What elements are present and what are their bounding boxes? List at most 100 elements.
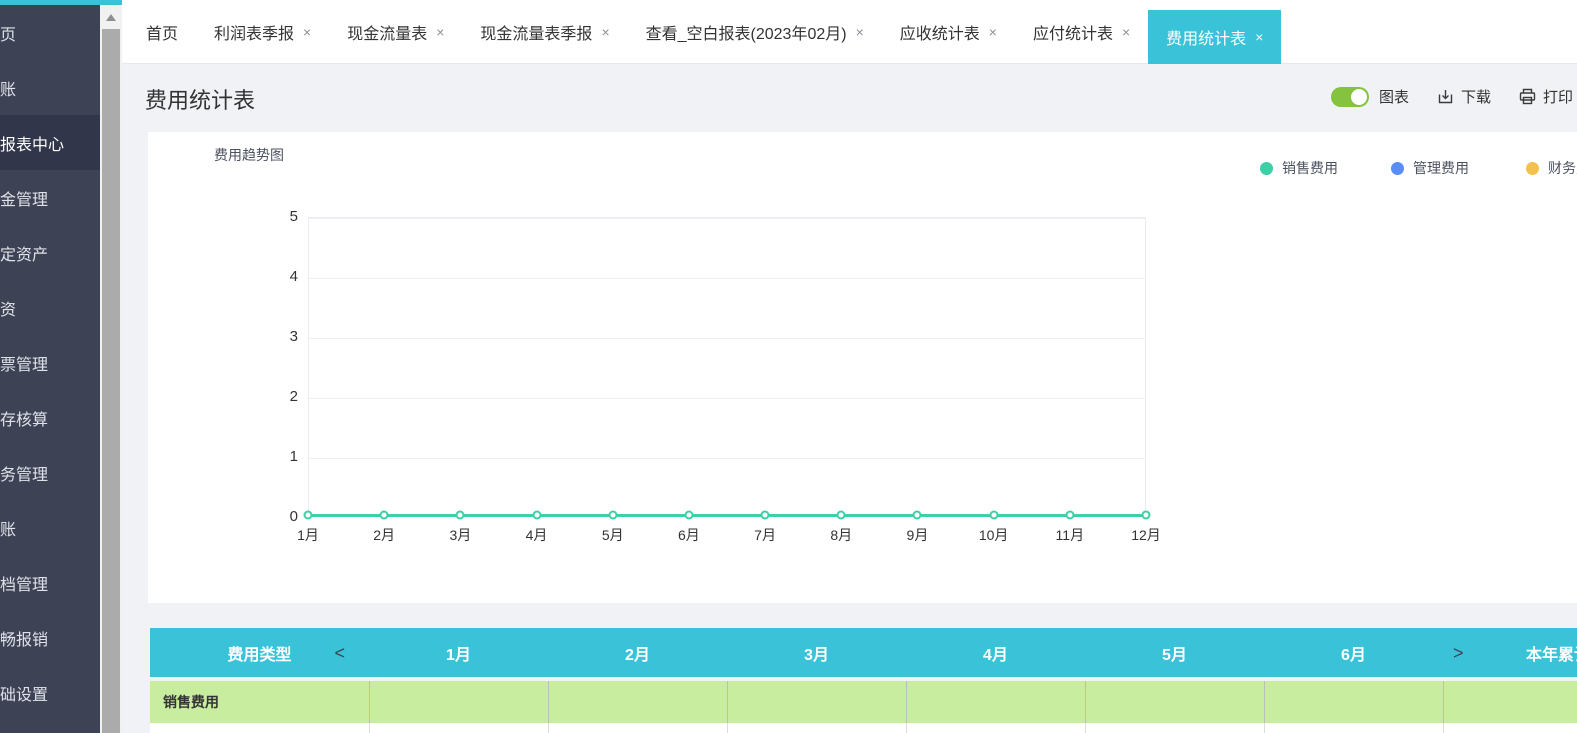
data-point[interactable] — [532, 510, 542, 520]
sidebar-item[interactable]: 资 — [0, 301, 17, 319]
column-header-month: 4月 — [983, 646, 1008, 664]
download-button[interactable]: 下载 — [1437, 86, 1491, 107]
data-point[interactable] — [1065, 510, 1075, 520]
y-axis-tick: 3 — [289, 328, 298, 345]
toggle-knob — [1350, 88, 1367, 105]
data-point[interactable] — [912, 510, 922, 520]
data-point[interactable] — [1141, 510, 1151, 520]
y-axis-tick: 2 — [289, 388, 298, 405]
table-header-row: 费用类型 < 1月 2月 3月 4月 5月 6月 > 本年累计 — [150, 628, 1577, 677]
legend-label: 管理费用 — [1413, 160, 1469, 176]
x-axis-tick: 11月 — [1055, 527, 1085, 543]
legend-label: 销售费用 — [1282, 160, 1338, 176]
tab-label: 现金流量表季报 — [480, 26, 593, 43]
y-axis-tick: 5 — [289, 208, 298, 225]
sidebar-item[interactable]: 账 — [0, 521, 17, 539]
download-icon — [1438, 90, 1453, 104]
close-tab-icon[interactable]: × — [1255, 29, 1264, 45]
sidebar-item[interactable]: 础设置 — [0, 686, 49, 704]
table-cell[interactable] — [548, 681, 727, 723]
legend-label: 财务费用 — [1548, 160, 1577, 176]
close-tab-icon[interactable]: × — [1121, 24, 1131, 40]
tab-cash-flow[interactable]: 现金流量表 × — [329, 0, 462, 64]
x-axis-tick: 6月 — [678, 527, 700, 543]
close-tab-icon[interactable]: × — [436, 24, 445, 40]
sidebar-scrollbar[interactable] — [100, 5, 122, 733]
row-label: 销售费用 — [163, 694, 219, 710]
data-point[interactable] — [608, 510, 618, 520]
table-cell[interactable] — [369, 681, 548, 723]
data-point[interactable] — [989, 510, 999, 520]
page-title: 费用统计表 — [145, 88, 256, 113]
tab-cash-flow-quarterly[interactable]: 现金流量表季报 × — [462, 0, 627, 64]
tab-label: 费用统计表 — [1166, 31, 1247, 48]
data-point[interactable] — [836, 510, 846, 520]
x-axis-tick: 7月 — [754, 527, 776, 543]
sidebar-item[interactable]: 档管理 — [0, 576, 49, 594]
legend-item-finance-expense[interactable]: 财务费用 — [1526, 158, 1577, 178]
expense-table: 费用类型 < 1月 2月 3月 4月 5月 6月 > 本年累计 销售费用 — [150, 628, 1577, 733]
legend-item-sales-expense[interactable]: 销售费用 — [1260, 158, 1338, 178]
sidebar-item[interactable]: 定资产 — [0, 246, 49, 264]
table-cell — [906, 723, 1085, 733]
tab-label: 利润表季报 — [214, 26, 295, 43]
sidebar: 页 账 报表中心 金管理 定资产 资 票管理 存核算 务管理 账 档管理 畅报销… — [0, 5, 100, 733]
sidebar-item[interactable]: 页 — [0, 26, 17, 44]
next-months-arrow[interactable]: > — [1453, 642, 1464, 663]
sidebar-item[interactable]: 账 — [0, 81, 17, 99]
tab-profit-quarterly[interactable]: 利润表季报 × — [196, 0, 329, 64]
table-cell — [1443, 723, 1577, 733]
data-point[interactable] — [760, 510, 770, 520]
table-cell — [1264, 723, 1443, 733]
table-row-sales-expense[interactable]: 销售费用 — [150, 681, 1577, 723]
data-point[interactable] — [684, 510, 694, 520]
tab-bar: 首页 利润表季报 × 现金流量表 × 现金流量表季报 × 查看_空白报表(202… — [122, 0, 1577, 64]
close-tab-icon[interactable]: × — [988, 24, 997, 40]
table-cell[interactable] — [906, 681, 1085, 723]
plot-area — [308, 217, 1146, 517]
tab-label: 首页 — [146, 26, 179, 43]
table-cell — [548, 723, 727, 733]
legend-item-admin-expense[interactable]: 管理费用 — [1391, 158, 1469, 178]
data-point[interactable] — [303, 510, 313, 520]
column-header-month: 2月 — [625, 646, 650, 664]
column-header-month: 1月 — [446, 646, 471, 664]
column-header-label: 本年累计 — [1525, 646, 1577, 664]
header-controls: 图表 下载 打印 — [1330, 86, 1573, 107]
x-axis-tick: 12月 — [1131, 527, 1161, 543]
close-tab-icon[interactable]: × — [303, 24, 312, 40]
sidebar-item[interactable]: 畅报销 — [0, 631, 49, 649]
data-point[interactable] — [455, 510, 465, 520]
legend-dot-blue — [1391, 161, 1404, 175]
sidebar-item-report-center[interactable]: 报表中心 — [0, 115, 100, 170]
table-cell — [369, 723, 548, 733]
x-axis: 1月 2月 3月 4月 5月 6月 7月 8月 9月 10月 11月 12月 — [297, 525, 1161, 545]
prev-months-arrow[interactable]: < — [334, 642, 345, 663]
tab-view-blank-report[interactable]: 查看_空白报表(2023年02月) × — [628, 0, 882, 64]
sidebar-item[interactable]: 金管理 — [0, 191, 49, 209]
tab-home[interactable]: 首页 — [128, 0, 196, 64]
main-content: 首页 利润表季报 × 现金流量表 × 现金流量表季报 × 查看_空白报表(202… — [122, 0, 1577, 733]
table-cell[interactable] — [1085, 681, 1264, 723]
print-button[interactable]: 打印 — [1519, 86, 1573, 107]
sidebar-item[interactable]: 存核算 — [0, 411, 49, 429]
scrollbar-thumb[interactable] — [102, 29, 120, 733]
chart-toggle-label: 图表 — [1378, 89, 1409, 106]
close-tab-icon[interactable]: × — [601, 24, 610, 40]
close-tab-icon[interactable]: × — [855, 24, 864, 40]
sidebar-item[interactable]: 票管理 — [0, 356, 49, 374]
chart-toggle-switch[interactable] — [1330, 86, 1369, 107]
tab-payable-stats[interactable]: 应付统计表 × — [1015, 0, 1148, 64]
table-cell — [727, 723, 906, 733]
table-cell[interactable] — [727, 681, 906, 723]
table-cell[interactable] — [1264, 681, 1443, 723]
x-axis-tick: 9月 — [906, 527, 929, 543]
scroll-up-arrow-icon[interactable] — [106, 14, 116, 21]
tab-receivable-stats[interactable]: 应收统计表 × — [882, 0, 1015, 64]
x-axis-tick: 3月 — [449, 527, 472, 543]
data-point[interactable] — [379, 510, 389, 520]
sidebar-item[interactable]: 务管理 — [0, 466, 49, 484]
tab-label: 应付统计表 — [1032, 26, 1113, 43]
tab-expense-stats[interactable]: 费用统计表 × — [1148, 10, 1282, 64]
table-cell[interactable] — [1443, 681, 1577, 723]
